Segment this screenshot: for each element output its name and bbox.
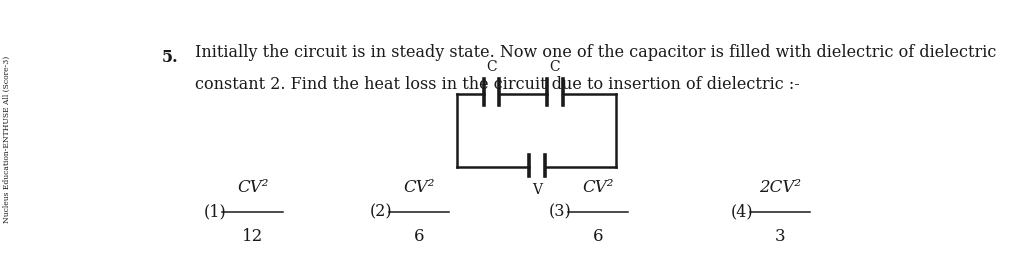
Text: 12: 12 (242, 228, 263, 245)
Text: CV²: CV² (237, 179, 268, 196)
Text: C: C (486, 60, 497, 74)
Text: Nucleus Education-ENTHUSE All (Score-3): Nucleus Education-ENTHUSE All (Score-3) (3, 56, 11, 223)
Text: (4): (4) (731, 203, 754, 220)
Text: 6: 6 (414, 228, 425, 245)
Text: C: C (550, 60, 560, 74)
Text: 6: 6 (593, 228, 603, 245)
Text: (3): (3) (549, 203, 571, 220)
Text: (2): (2) (370, 203, 392, 220)
Text: 3: 3 (775, 228, 785, 245)
Text: (1): (1) (204, 203, 226, 220)
Text: 2CV²: 2CV² (760, 179, 802, 196)
Text: Initially the circuit is in steady state. Now one of the capacitor is filled wit: Initially the circuit is in steady state… (196, 44, 996, 61)
Text: V: V (531, 183, 542, 197)
Text: CV²: CV² (582, 179, 613, 196)
Text: constant 2. Find the heat loss in the circuit due to insertion of dielectric :-: constant 2. Find the heat loss in the ci… (196, 76, 800, 93)
Text: 5.: 5. (162, 49, 178, 66)
Text: CV²: CV² (403, 179, 435, 196)
